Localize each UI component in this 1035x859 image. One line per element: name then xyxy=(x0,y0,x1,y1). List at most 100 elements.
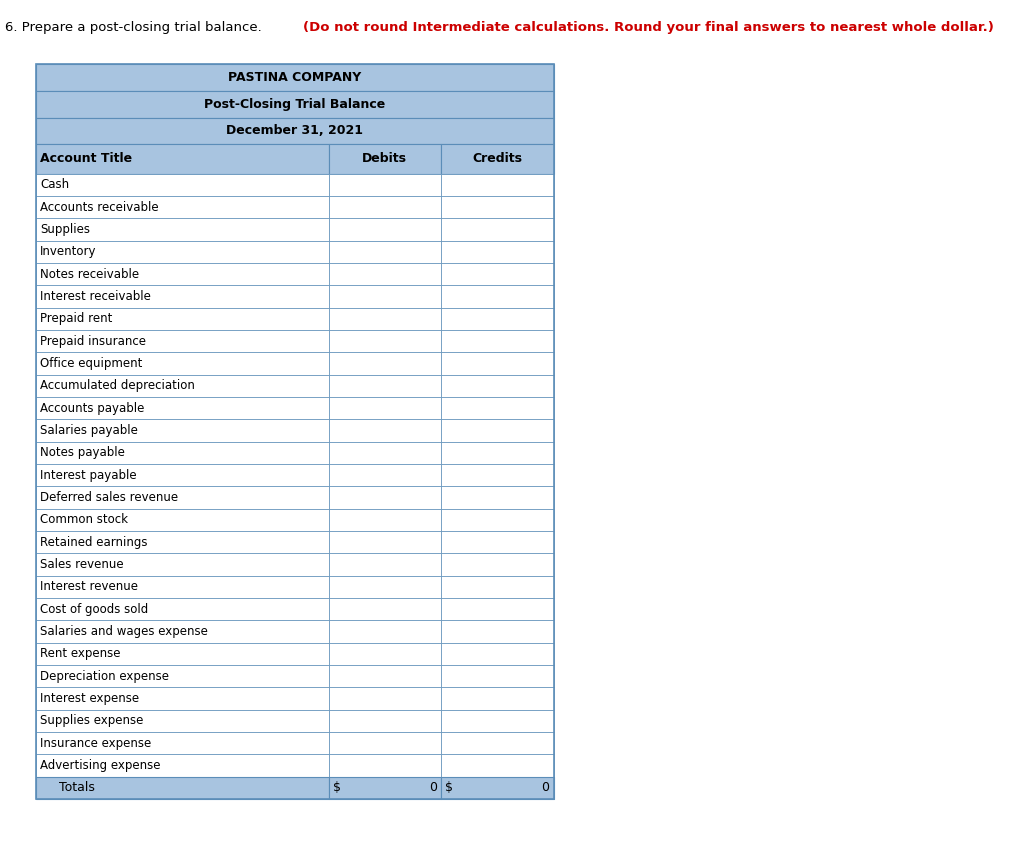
Bar xyxy=(441,218,554,241)
Text: Insurance expense: Insurance expense xyxy=(40,736,151,750)
Text: Accumulated depreciation: Accumulated depreciation xyxy=(40,379,196,393)
Text: Accounts receivable: Accounts receivable xyxy=(40,200,159,214)
Text: Inventory: Inventory xyxy=(40,245,97,259)
Bar xyxy=(36,64,554,799)
Text: Advertising expense: Advertising expense xyxy=(40,758,160,772)
Bar xyxy=(329,777,441,799)
Bar xyxy=(441,553,554,576)
Bar xyxy=(329,241,441,263)
Text: Deferred sales revenue: Deferred sales revenue xyxy=(40,490,178,504)
Bar xyxy=(329,643,441,665)
Bar xyxy=(36,442,329,464)
Bar xyxy=(441,509,554,531)
Bar xyxy=(36,553,329,576)
Text: Supplies expense: Supplies expense xyxy=(40,714,144,728)
Text: Debits: Debits xyxy=(362,152,407,166)
Bar xyxy=(329,263,441,285)
Bar xyxy=(441,442,554,464)
Bar xyxy=(36,620,329,643)
Bar xyxy=(36,218,329,241)
Bar xyxy=(36,464,329,486)
Text: Account Title: Account Title xyxy=(40,152,132,166)
Bar xyxy=(36,330,329,352)
Bar xyxy=(329,732,441,754)
Bar xyxy=(329,397,441,419)
Text: Notes payable: Notes payable xyxy=(40,446,125,460)
Bar xyxy=(441,687,554,710)
Text: Accounts payable: Accounts payable xyxy=(40,401,145,415)
Bar xyxy=(36,598,329,620)
Bar xyxy=(329,308,441,330)
Bar xyxy=(36,397,329,419)
Text: Credits: Credits xyxy=(472,152,523,166)
Bar xyxy=(36,419,329,442)
Bar xyxy=(36,509,329,531)
Text: Interest expense: Interest expense xyxy=(40,691,140,705)
Bar xyxy=(36,710,329,732)
Bar xyxy=(441,375,554,397)
Bar xyxy=(329,144,441,174)
Bar xyxy=(329,754,441,777)
Text: December 31, 2021: December 31, 2021 xyxy=(227,125,363,137)
Bar xyxy=(329,352,441,375)
Bar xyxy=(329,464,441,486)
Bar xyxy=(441,665,554,687)
Text: Sales revenue: Sales revenue xyxy=(40,557,124,571)
Text: Retained earnings: Retained earnings xyxy=(40,535,148,549)
Text: $: $ xyxy=(445,781,453,795)
Bar xyxy=(441,352,554,375)
Bar xyxy=(36,64,554,91)
Bar xyxy=(36,263,329,285)
Bar xyxy=(36,241,329,263)
Bar xyxy=(329,218,441,241)
Bar xyxy=(441,531,554,553)
Text: Notes receivable: Notes receivable xyxy=(40,267,140,281)
Text: 0: 0 xyxy=(541,781,550,795)
Bar xyxy=(329,486,441,509)
Bar xyxy=(329,553,441,576)
Bar xyxy=(36,174,329,196)
Bar xyxy=(441,777,554,799)
Bar xyxy=(36,375,329,397)
Bar xyxy=(329,531,441,553)
Text: Common stock: Common stock xyxy=(40,513,128,527)
Bar xyxy=(441,285,554,308)
Bar xyxy=(36,665,329,687)
Bar xyxy=(441,486,554,509)
Text: Prepaid insurance: Prepaid insurance xyxy=(40,334,146,348)
Bar xyxy=(441,620,554,643)
Bar xyxy=(441,174,554,196)
Bar xyxy=(329,710,441,732)
Bar xyxy=(36,352,329,375)
Bar xyxy=(441,754,554,777)
Bar xyxy=(36,486,329,509)
Bar xyxy=(36,687,329,710)
Text: Interest payable: Interest payable xyxy=(40,468,137,482)
Text: Rent expense: Rent expense xyxy=(40,647,121,661)
Bar xyxy=(36,144,329,174)
Text: PASTINA COMPANY: PASTINA COMPANY xyxy=(229,71,361,84)
Bar xyxy=(329,174,441,196)
Bar xyxy=(441,710,554,732)
Bar xyxy=(329,509,441,531)
Text: Interest revenue: Interest revenue xyxy=(40,580,139,594)
Bar xyxy=(36,118,554,144)
Text: 0: 0 xyxy=(428,781,437,795)
Bar xyxy=(36,576,329,598)
Bar xyxy=(329,196,441,218)
Bar xyxy=(36,531,329,553)
Bar xyxy=(329,665,441,687)
Bar xyxy=(36,732,329,754)
Text: Salaries and wages expense: Salaries and wages expense xyxy=(40,624,208,638)
Bar xyxy=(329,442,441,464)
Text: Cost of goods sold: Cost of goods sold xyxy=(40,602,149,616)
Bar xyxy=(441,576,554,598)
Text: Office equipment: Office equipment xyxy=(40,356,143,370)
Bar xyxy=(329,330,441,352)
Bar xyxy=(441,419,554,442)
Text: Interest receivable: Interest receivable xyxy=(40,289,151,303)
Bar xyxy=(329,285,441,308)
Bar xyxy=(329,576,441,598)
Bar xyxy=(329,620,441,643)
Bar xyxy=(329,598,441,620)
